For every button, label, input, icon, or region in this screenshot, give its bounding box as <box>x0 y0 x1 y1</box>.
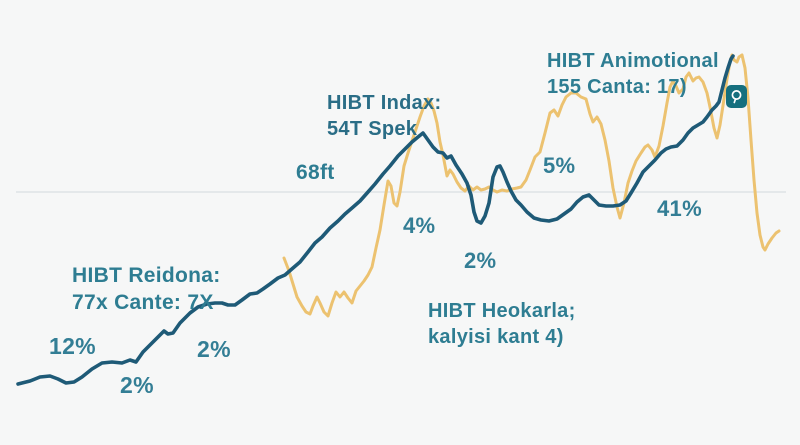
gold-line <box>282 53 781 318</box>
series-layer <box>16 53 781 386</box>
chart-marker-badge[interactable] <box>726 85 747 108</box>
dark-line <box>16 54 735 386</box>
magnifier-q-icon <box>731 90 742 104</box>
marker-badge-background[interactable] <box>726 85 747 108</box>
